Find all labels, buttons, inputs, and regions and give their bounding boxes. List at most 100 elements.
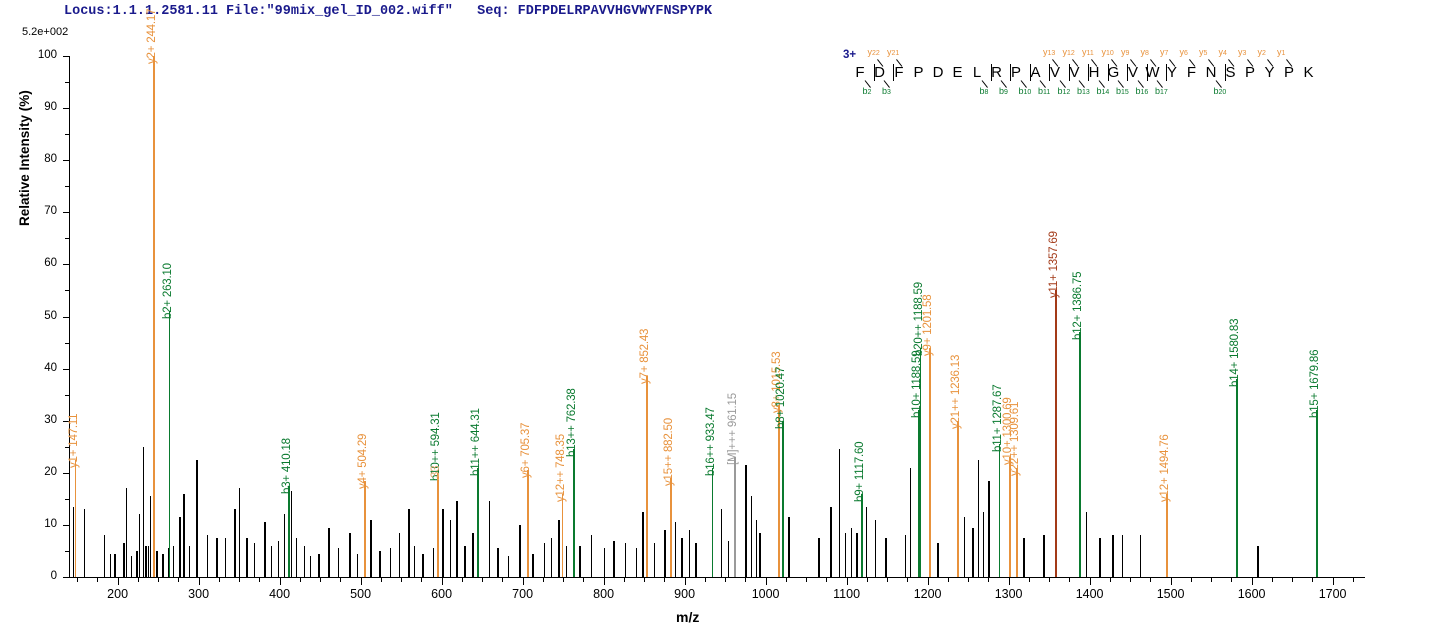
noise-peak — [721, 509, 723, 577]
noise-peak — [1043, 535, 1045, 577]
noise-peak — [183, 493, 185, 577]
x-tick-minor — [1292, 578, 1294, 582]
ladder-cleavage-bar — [1088, 64, 1089, 81]
x-tick-minor — [320, 578, 322, 582]
noise-peak — [156, 550, 158, 577]
y-tick-minor — [65, 446, 69, 448]
noise-peak — [727, 540, 729, 577]
x-tick-minor — [785, 578, 787, 582]
noise-peak — [264, 522, 266, 577]
ladder-cleavage-bar — [1146, 64, 1148, 81]
noise-peak — [309, 556, 311, 577]
ladder-cleavage-bar — [1029, 64, 1031, 81]
noise-peak — [909, 467, 912, 577]
x-tick-minor — [421, 578, 423, 582]
annotated-peak-y — [1166, 493, 1169, 577]
annotated-peak-m — [734, 457, 736, 577]
noise-peak — [613, 540, 615, 577]
noise-peak — [1085, 511, 1087, 577]
noise-peak — [147, 545, 149, 577]
y-ion-label: y5 — [1199, 47, 1208, 57]
x-tick-label: 1300 — [994, 587, 1023, 601]
noise-peak — [856, 532, 858, 577]
x-tick — [603, 578, 605, 585]
sequence-residue: P — [913, 64, 924, 81]
noise-peak — [745, 465, 747, 577]
y-tick-minor — [65, 394, 69, 396]
peak-label: b15+ 1679.86 — [1309, 349, 1322, 419]
x-tick-minor — [461, 578, 463, 582]
x-tick-minor — [1049, 578, 1051, 582]
y-tick-label: 80 — [44, 153, 57, 166]
b-ion-label: b8 — [979, 86, 989, 96]
peak-label: b14+ 1580.83 — [1229, 318, 1242, 388]
noise-peak — [688, 530, 691, 577]
noise-peak — [1099, 537, 1101, 577]
noise-peak — [1023, 537, 1025, 577]
x-tick-minor — [401, 578, 403, 582]
noise-peak — [977, 459, 980, 577]
b-ion-label: b14 — [1096, 86, 1110, 96]
annotated-peak-y — [928, 347, 931, 577]
noise-peak — [681, 537, 683, 577]
ladder-cleavage-bar — [1224, 64, 1226, 81]
spectrum-plot: Relative Intensity (%) m/z 0 10 20 30 40 50 60… — [17, 9, 1365, 625]
y-ion-label: y6 — [1179, 47, 1188, 57]
noise-peak — [246, 537, 248, 577]
noise-peak — [234, 509, 236, 577]
y-tick-minor — [65, 550, 69, 552]
noise-peak — [370, 519, 372, 577]
x-tick-minor — [704, 578, 706, 582]
noise-peak — [1122, 535, 1124, 577]
noise-peak — [844, 532, 847, 577]
ladder-cleavage-bar — [1127, 64, 1128, 81]
sequence-residue: L — [972, 64, 982, 81]
x-tick — [1089, 578, 1091, 585]
x-tick-label: 700 — [512, 587, 534, 601]
annotated-peak-y — [437, 472, 439, 577]
x-tick-minor — [259, 578, 261, 582]
x-tick — [846, 578, 848, 585]
x-tick — [1170, 578, 1172, 585]
x-tick-label: 1200 — [913, 587, 942, 601]
sequence-residue: V — [1127, 64, 1138, 81]
y-tick-label: 40 — [44, 361, 57, 374]
peak-label: y4+ 504.29 — [357, 433, 370, 489]
noise-peak — [167, 548, 170, 577]
y-tick-label: 50 — [44, 309, 57, 322]
noise-peak — [590, 535, 593, 577]
x-tick-minor — [664, 578, 666, 582]
x-tick-minor — [239, 578, 241, 582]
noise-peak — [349, 532, 351, 577]
noise-peak — [885, 537, 887, 577]
sequence-residue: Y — [1264, 64, 1275, 81]
noise-peak — [838, 449, 840, 577]
y-tick — [63, 316, 69, 318]
noise-peak — [636, 548, 638, 577]
annotated-peak-b — [919, 347, 922, 577]
y-tick-minor — [65, 134, 69, 136]
y-scale-value: 5.2e+002 — [22, 26, 69, 38]
sequence-residue: W — [1145, 64, 1160, 81]
x-tick-minor — [97, 578, 99, 582]
x-tick-minor — [1271, 578, 1273, 582]
noise-peak — [488, 501, 490, 577]
x-tick — [684, 578, 686, 585]
noise-peak — [653, 543, 656, 577]
annotated-peak-b — [1236, 379, 1238, 577]
x-tick-minor — [583, 578, 585, 582]
b-ion-label: b9 — [999, 86, 1008, 96]
y-tick-label: 0 — [50, 570, 57, 582]
ladder-cleavage-bar — [990, 64, 992, 81]
x-tick-minor — [1231, 578, 1233, 582]
x-tick — [1251, 578, 1253, 585]
noise-peak — [550, 537, 553, 577]
b-ion-label: b2 — [862, 86, 872, 96]
noise-peak — [389, 548, 392, 577]
b-ion-label: b12 — [1057, 86, 1071, 96]
peak-label: b16++ 933.47 — [704, 406, 717, 476]
noise-peak — [874, 519, 877, 577]
x-tick-minor — [158, 578, 160, 582]
noise-peak — [1139, 535, 1142, 577]
noise-peak — [277, 540, 280, 577]
